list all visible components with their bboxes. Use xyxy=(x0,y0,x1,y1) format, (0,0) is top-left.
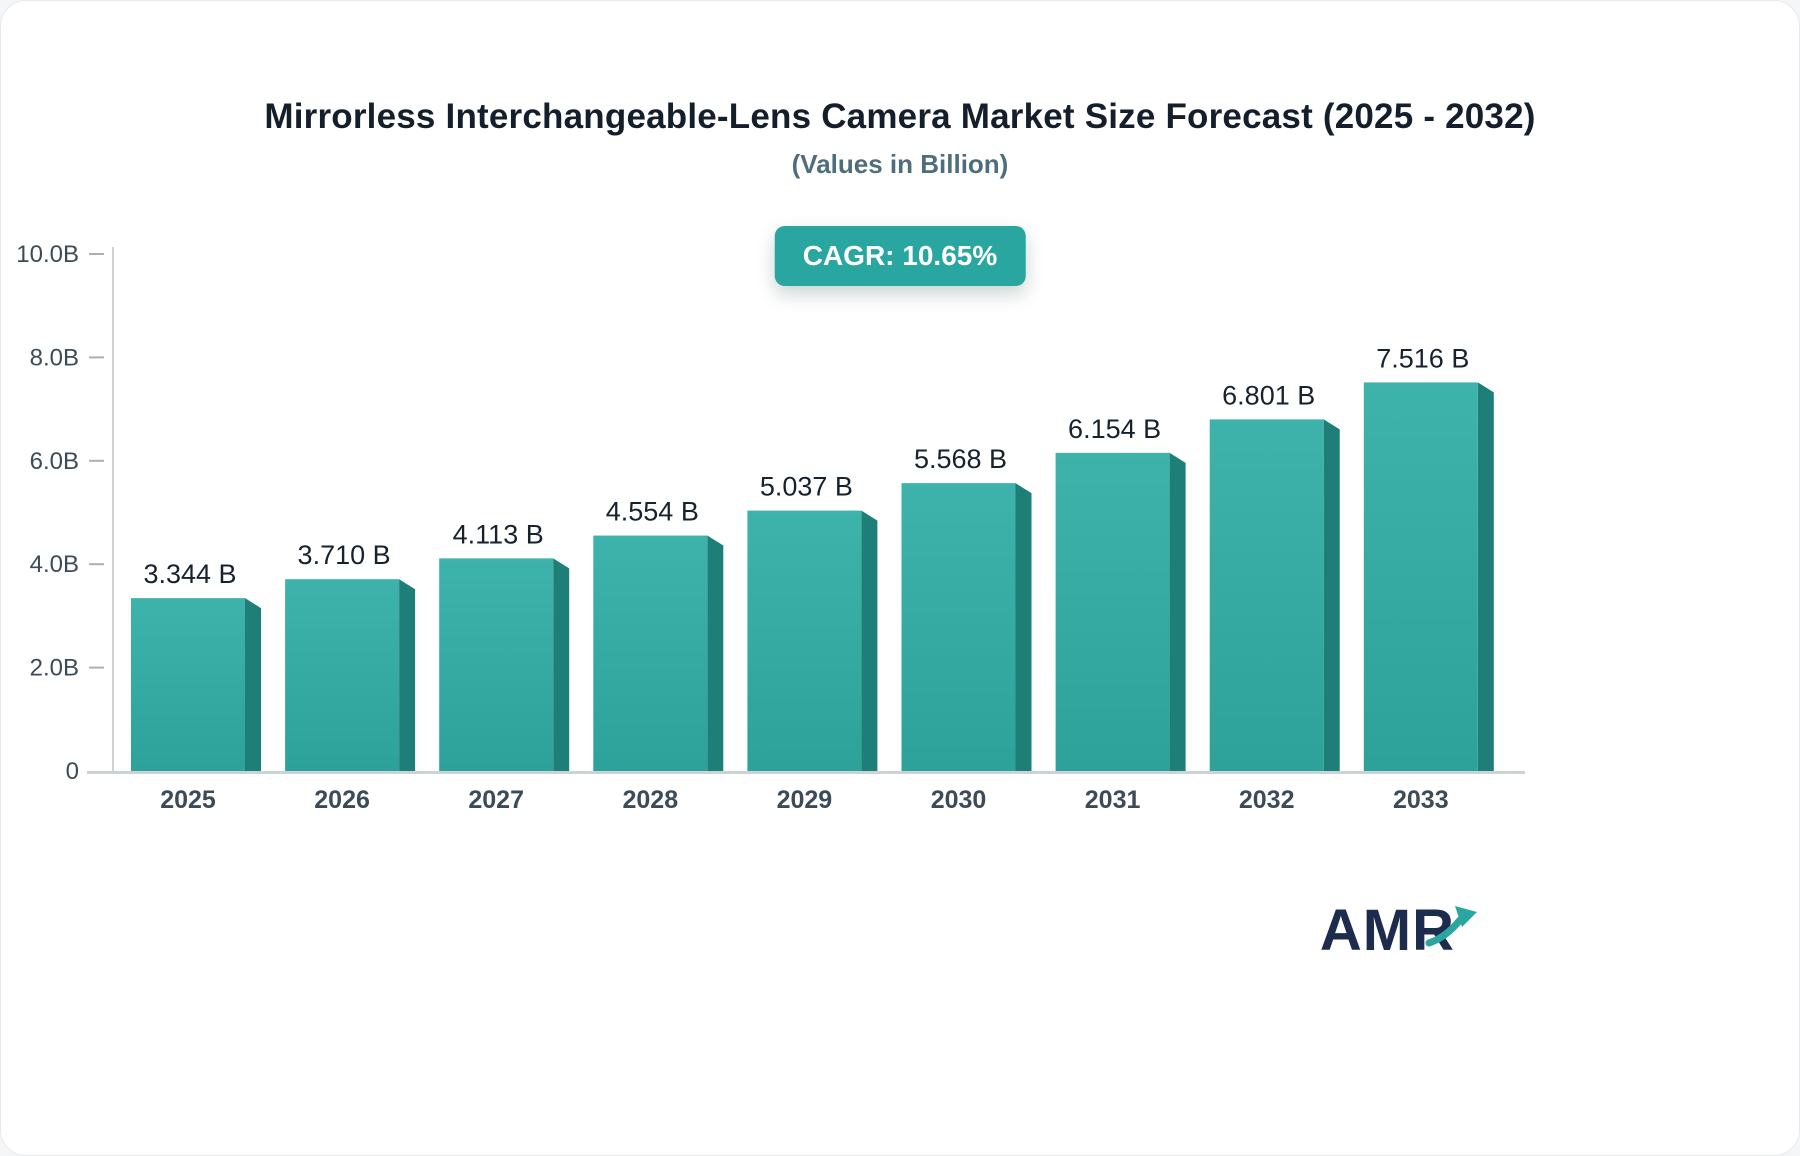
x-axis-label: 2028 xyxy=(622,786,678,814)
logo-text: AMR xyxy=(1319,898,1455,963)
x-axis-label: 2027 xyxy=(468,786,524,814)
y-axis-tick-label: 10.0B xyxy=(16,241,79,268)
y-axis-tick-label: 0 xyxy=(66,758,79,785)
y-axis-tick-label: 6.0B xyxy=(30,448,79,475)
x-axis-label: 2031 xyxy=(1085,786,1141,814)
x-axis-label: 2030 xyxy=(931,786,987,814)
bar-value-label: 4.554 B xyxy=(606,497,699,527)
bar xyxy=(1363,382,1478,771)
bar-side xyxy=(1477,382,1494,771)
cagr-badge: CAGR: 10.65% xyxy=(774,226,1026,286)
bar-value-label: 3.344 B xyxy=(143,559,236,589)
bar-side xyxy=(1169,452,1186,771)
bar-value-label: 5.037 B xyxy=(760,472,853,502)
bar-side xyxy=(861,510,878,771)
y-axis-tick-label: 2.0B xyxy=(30,655,79,682)
bar-value-label: 7.516 B xyxy=(1376,343,1469,373)
bar-side xyxy=(245,598,261,771)
bar-value-label: 6.801 B xyxy=(1222,380,1315,410)
bar-value-label: 5.568 B xyxy=(914,444,1007,474)
bar xyxy=(901,483,1016,771)
bar xyxy=(1055,452,1170,771)
chart-subtitle: (Values in Billion) xyxy=(791,149,1009,179)
bar xyxy=(439,558,554,771)
x-axis-label: 2029 xyxy=(777,786,833,814)
chart-title: Mirrorless Interchangeable-Lens Camera M… xyxy=(264,97,1536,136)
x-axis-label: 2032 xyxy=(1239,786,1295,814)
bar-side xyxy=(553,558,570,771)
x-axis-label: 2026 xyxy=(314,786,370,814)
bar-side xyxy=(707,535,724,771)
bar-side xyxy=(1323,419,1340,771)
amr-logo: AMR xyxy=(1320,897,1481,964)
x-axis-label: 2025 xyxy=(160,786,216,814)
logo-arrow-icon xyxy=(1425,905,1477,946)
bar-side xyxy=(1015,483,1032,771)
y-axis-tick-label: 4.0B xyxy=(30,551,79,578)
bar-side xyxy=(399,579,416,771)
bar xyxy=(593,535,708,771)
bar-value-label: 6.154 B xyxy=(1068,414,1161,444)
bar-value-label: 3.710 B xyxy=(298,540,391,570)
bar xyxy=(1209,419,1324,771)
bar xyxy=(285,579,400,771)
bar-value-label: 4.113 B xyxy=(453,519,544,549)
bar xyxy=(747,510,862,771)
x-axis-label: 2033 xyxy=(1393,786,1449,814)
y-axis-tick-label: 8.0B xyxy=(30,344,79,371)
bar xyxy=(131,598,245,771)
